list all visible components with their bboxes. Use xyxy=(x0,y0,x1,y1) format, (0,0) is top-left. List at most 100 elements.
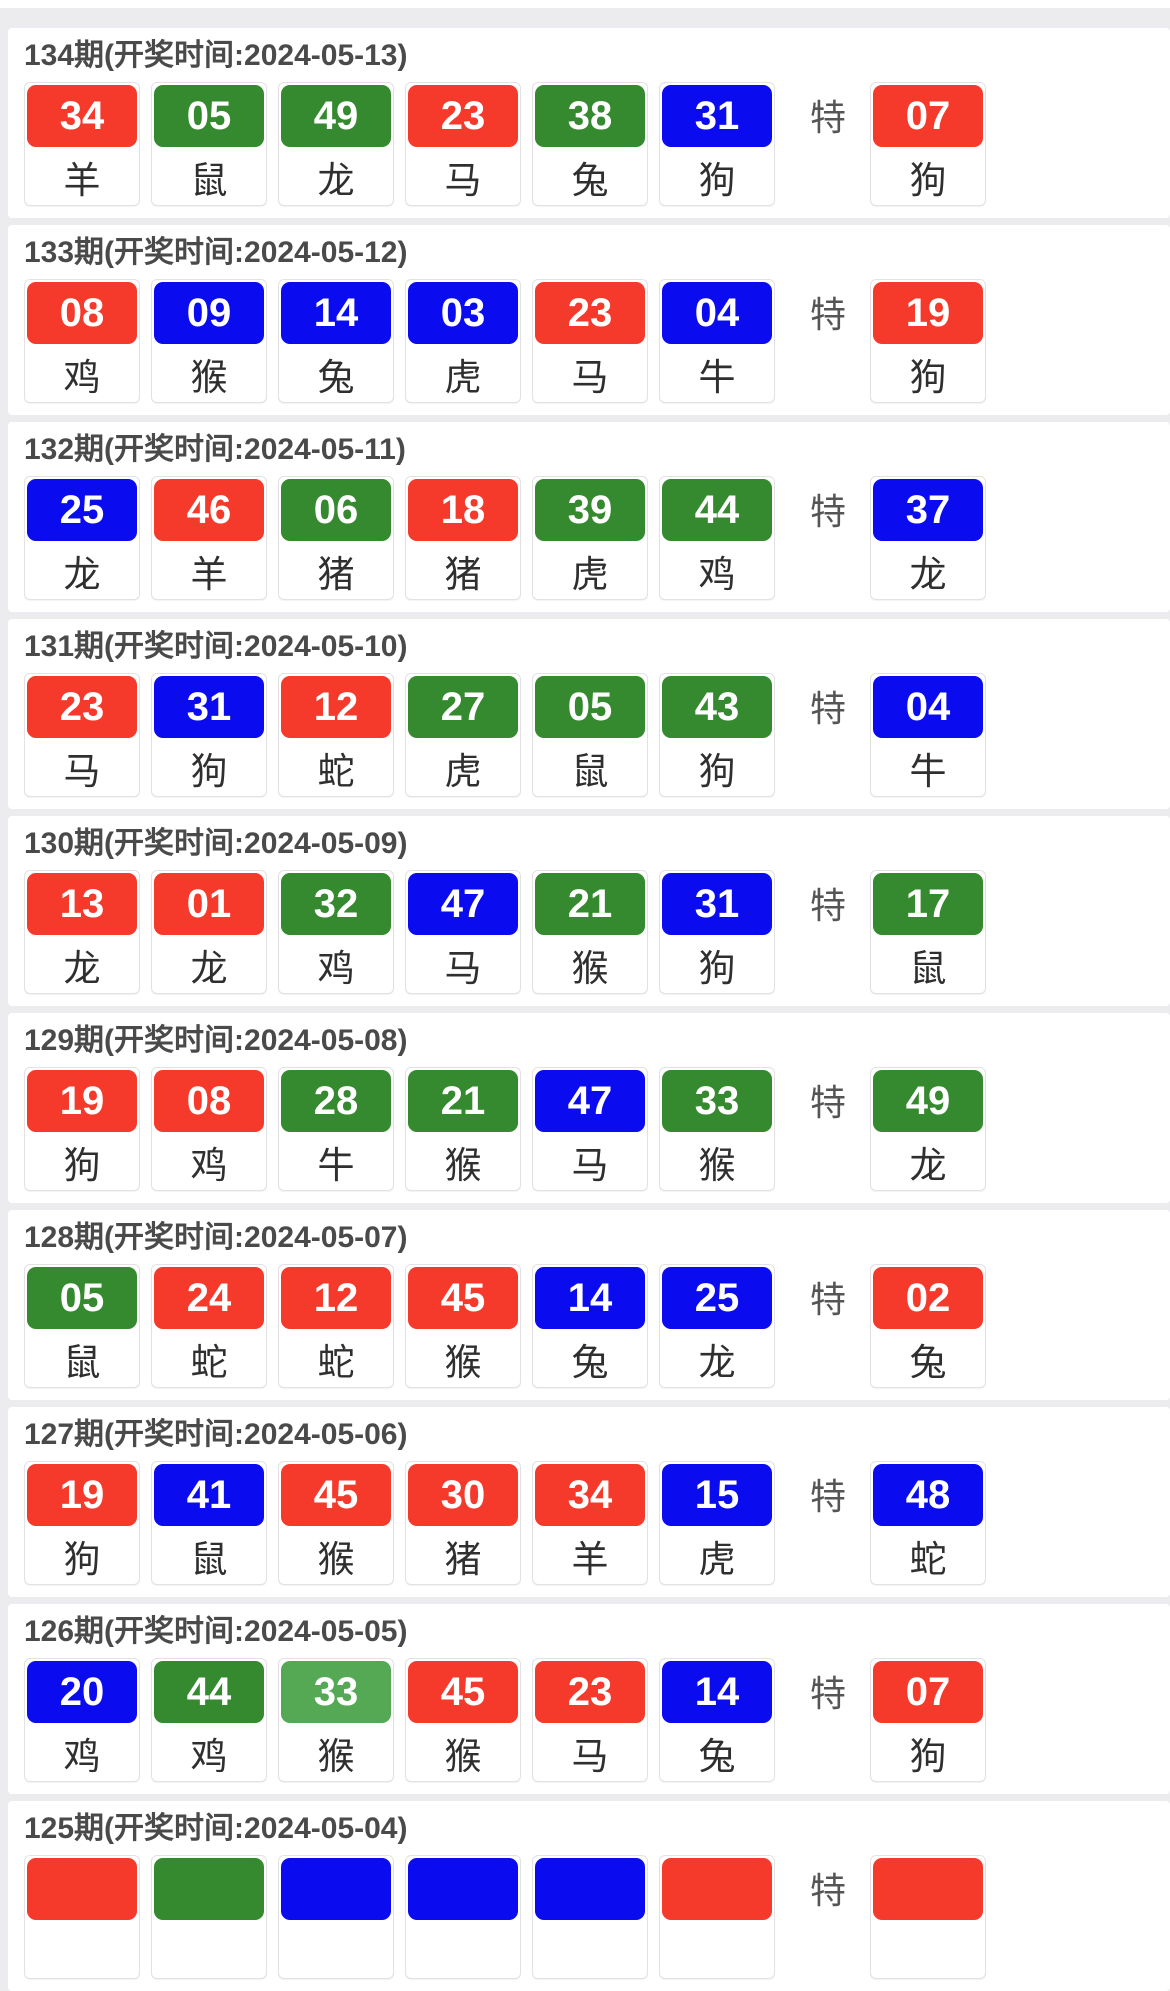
draw-result-card: 127期(开奖时间:2024-05-06) 19 狗 41 鼠 45 猴 30 … xyxy=(8,1407,1170,1597)
number-ball xyxy=(408,1858,518,1920)
zodiac-label: 兔 xyxy=(909,1342,947,1383)
number-ball xyxy=(535,1858,645,1920)
number-cell: 14 兔 xyxy=(278,279,394,403)
special-number-cell: 49 龙 xyxy=(870,1067,986,1191)
zodiac-label: 蛇 xyxy=(190,1342,228,1383)
number-cell xyxy=(532,1855,648,1979)
special-number-cell: 19 狗 xyxy=(870,279,986,403)
number-ball: 49 xyxy=(873,1070,983,1132)
special-number-cell: 17 鼠 xyxy=(870,870,986,994)
number-ball: 15 xyxy=(662,1464,772,1526)
number-ball: 23 xyxy=(27,676,137,738)
number-cell: 31 狗 xyxy=(151,673,267,797)
numbers-row: 23 马 31 狗 12 蛇 27 虎 05 鼠 43 狗 特 04 牛 xyxy=(24,673,1170,797)
draw-result-card: 130期(开奖时间:2024-05-09) 13 龙 01 龙 32 鸡 47 … xyxy=(8,816,1170,1006)
zodiac-label: 猴 xyxy=(444,1145,482,1186)
special-number-cell: 04 牛 xyxy=(870,673,986,797)
numbers-row: 20 鸡 44 鸡 33 猴 45 猴 23 马 14 兔 特 07 狗 xyxy=(24,1658,1170,1782)
number-ball xyxy=(873,1858,983,1920)
number-cell: 38 兔 xyxy=(532,82,648,206)
draw-title: 128期(开奖时间:2024-05-07) xyxy=(24,1221,408,1254)
zodiac-label: 龙 xyxy=(909,1145,947,1186)
number-cell: 14 兔 xyxy=(659,1658,775,1782)
number-ball: 30 xyxy=(408,1464,518,1526)
zodiac-label: 鸡 xyxy=(698,554,736,595)
number-ball: 28 xyxy=(281,1070,391,1132)
number-cell: 08 鸡 xyxy=(24,279,140,403)
zodiac-label: 狗 xyxy=(63,1539,101,1580)
number-ball xyxy=(662,1858,772,1920)
special-label: 特 xyxy=(809,491,846,532)
number-ball: 14 xyxy=(281,282,391,344)
draw-result-card: 132期(开奖时间:2024-05-11) 25 龙 46 羊 06 猪 18 … xyxy=(8,422,1170,612)
number-ball: 48 xyxy=(873,1464,983,1526)
number-ball: 17 xyxy=(873,873,983,935)
number-cell: 08 鸡 xyxy=(151,1067,267,1191)
number-ball: 19 xyxy=(27,1464,137,1526)
zodiac-label: 牛 xyxy=(909,751,947,792)
special-label: 特 xyxy=(809,1673,846,1714)
number-cell: 39 虎 xyxy=(532,476,648,600)
number-cell: 45 猴 xyxy=(278,1461,394,1585)
number-cell: 14 兔 xyxy=(532,1264,648,1388)
number-cell: 45 猴 xyxy=(405,1658,521,1782)
number-cell: 04 牛 xyxy=(659,279,775,403)
zodiac-label: 猴 xyxy=(317,1539,355,1580)
draw-title: 126期(开奖时间:2024-05-05) xyxy=(24,1615,408,1648)
number-cell: 24 蛇 xyxy=(151,1264,267,1388)
zodiac-label: 鸡 xyxy=(190,1145,228,1186)
number-cell: 23 马 xyxy=(532,279,648,403)
number-cell: 45 猴 xyxy=(405,1264,521,1388)
number-cell: 25 龙 xyxy=(24,476,140,600)
number-cell: 05 鼠 xyxy=(532,673,648,797)
zodiac-label: 猴 xyxy=(317,1736,355,1777)
zodiac-label: 马 xyxy=(444,160,482,201)
number-ball: 44 xyxy=(154,1661,264,1723)
draw-title: 134期(开奖时间:2024-05-13) xyxy=(24,39,408,72)
number-ball: 12 xyxy=(281,1267,391,1329)
numbers-row: 25 龙 46 羊 06 猪 18 猪 39 虎 44 鸡 特 37 龙 xyxy=(24,476,1170,600)
number-cell: 27 虎 xyxy=(405,673,521,797)
number-ball: 46 xyxy=(154,479,264,541)
number-ball: 04 xyxy=(662,282,772,344)
number-cell xyxy=(24,1855,140,1979)
draw-title: 131期(开奖时间:2024-05-10) xyxy=(24,630,408,663)
zodiac-label: 龙 xyxy=(63,948,101,989)
draw-title: 127期(开奖时间:2024-05-06) xyxy=(24,1418,408,1451)
zodiac-label: 兔 xyxy=(698,1736,736,1777)
zodiac-label: 羊 xyxy=(571,1539,609,1580)
number-cell: 19 狗 xyxy=(24,1067,140,1191)
number-ball: 03 xyxy=(408,282,518,344)
zodiac-label xyxy=(871,1922,985,1978)
number-cell: 44 鸡 xyxy=(659,476,775,600)
number-cell: 01 龙 xyxy=(151,870,267,994)
zodiac-label xyxy=(660,1922,774,1978)
zodiac-label: 猴 xyxy=(698,1145,736,1186)
zodiac-label: 蛇 xyxy=(317,751,355,792)
number-cell: 31 狗 xyxy=(659,870,775,994)
number-ball: 31 xyxy=(662,85,772,147)
number-ball: 19 xyxy=(27,1070,137,1132)
number-cell: 44 鸡 xyxy=(151,1658,267,1782)
zodiac-label: 虎 xyxy=(444,751,482,792)
zodiac-label: 龙 xyxy=(190,948,228,989)
draw-result-card: 129期(开奖时间:2024-05-08) 19 狗 08 鸡 28 牛 21 … xyxy=(8,1013,1170,1203)
zodiac-label: 兔 xyxy=(571,160,609,201)
number-cell: 18 猪 xyxy=(405,476,521,600)
special-label: 特 xyxy=(809,1082,846,1123)
zodiac-label: 狗 xyxy=(698,160,736,201)
number-ball: 08 xyxy=(27,282,137,344)
number-ball: 38 xyxy=(535,85,645,147)
number-cell: 21 猴 xyxy=(532,870,648,994)
special-label: 特 xyxy=(809,97,846,138)
numbers-row: 13 龙 01 龙 32 鸡 47 马 21 猴 31 狗 特 17 鼠 xyxy=(24,870,1170,994)
special-number-cell: 48 蛇 xyxy=(870,1461,986,1585)
number-cell: 34 羊 xyxy=(24,82,140,206)
zodiac-label: 猪 xyxy=(444,554,482,595)
special-label: 特 xyxy=(809,1279,846,1320)
zodiac-label: 蛇 xyxy=(909,1539,947,1580)
zodiac-label: 羊 xyxy=(190,554,228,595)
number-cell: 23 马 xyxy=(532,1658,648,1782)
zodiac-label: 猴 xyxy=(190,357,228,398)
number-ball: 07 xyxy=(873,85,983,147)
